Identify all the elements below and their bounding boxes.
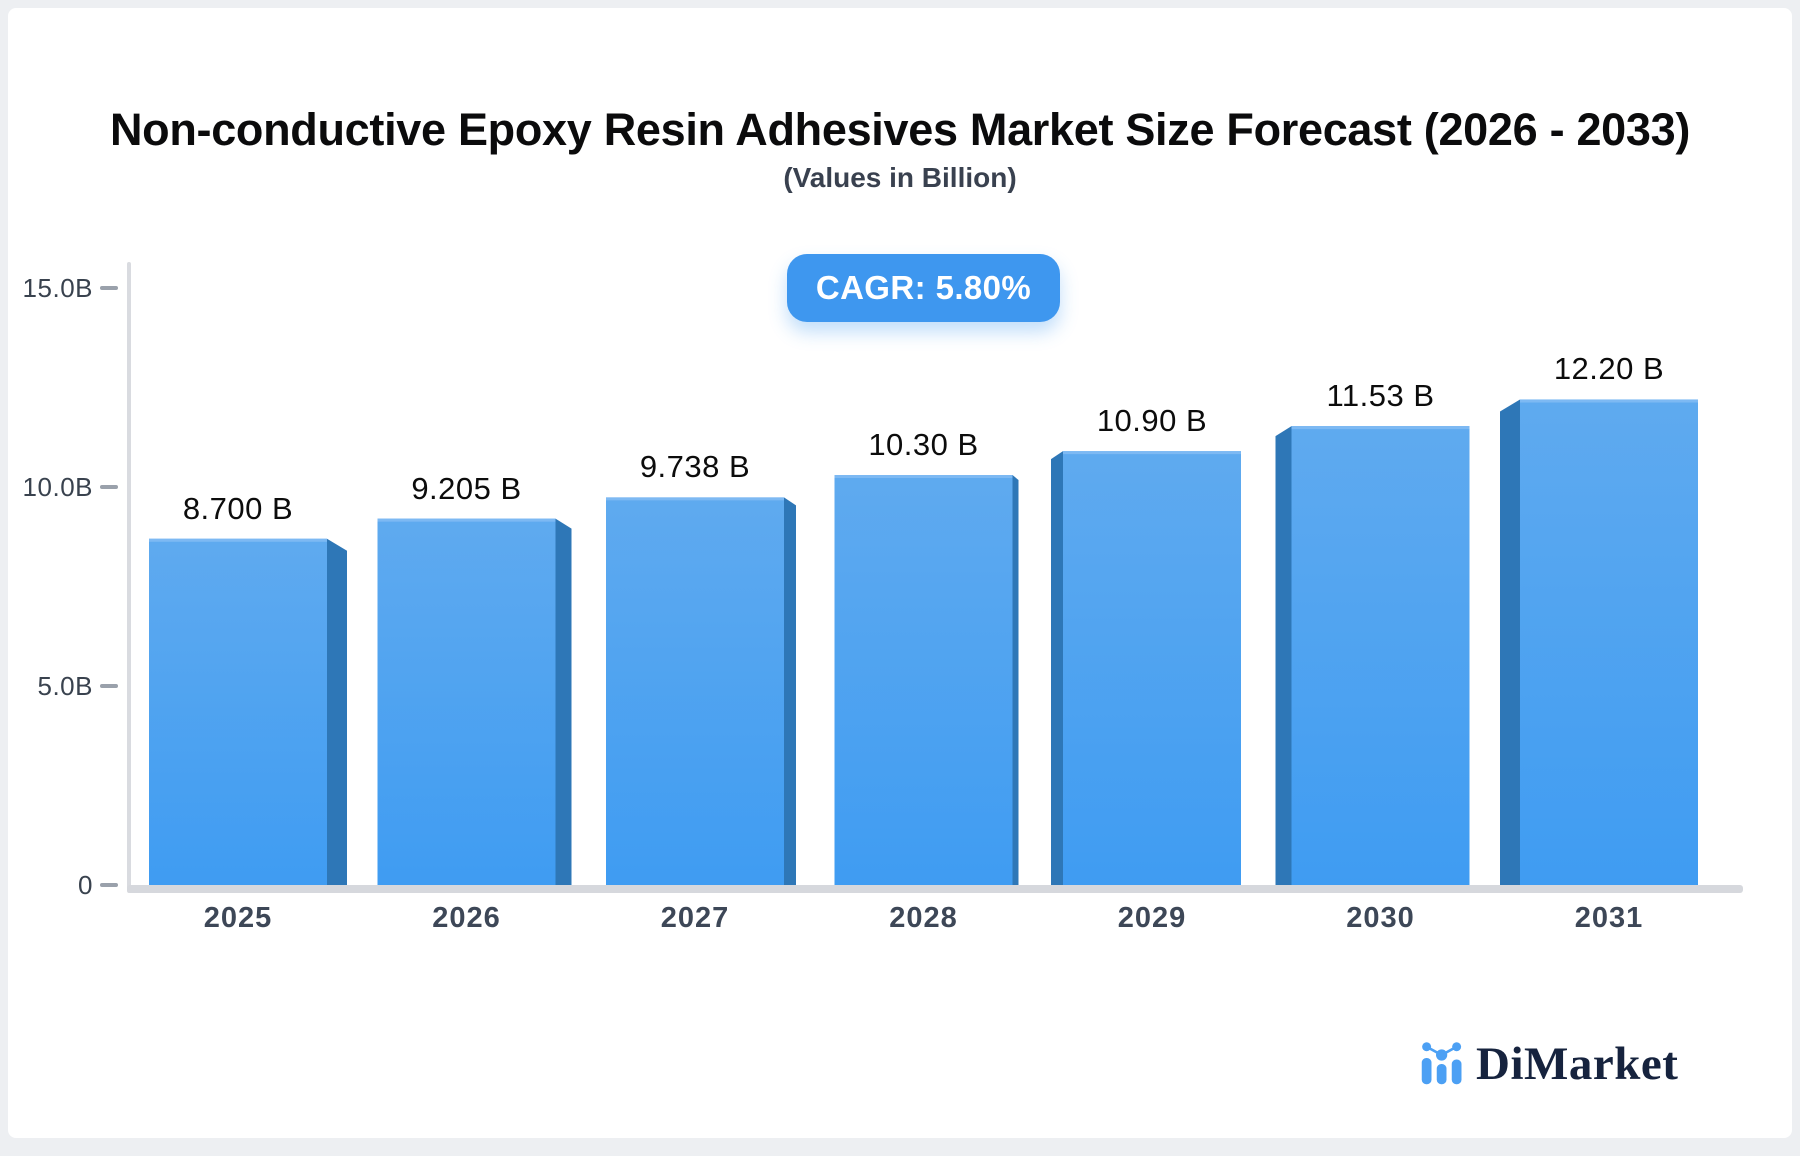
bar-value-label: 10.30 B	[868, 427, 979, 463]
dimarket-logo[interactable]: DiMarket	[1418, 1036, 1678, 1092]
y-axis-tick	[100, 286, 118, 290]
y-axis-line	[127, 262, 131, 893]
bar-front-face	[377, 518, 556, 885]
y-axis-tick	[100, 684, 118, 688]
bar-2028[interactable]	[834, 475, 1019, 885]
x-axis-label: 2026	[432, 902, 501, 934]
bar-value-label: 11.53 B	[1326, 378, 1435, 414]
x-axis-label: 2031	[1574, 902, 1644, 934]
bar-front-face	[1063, 451, 1241, 885]
bar-front-face	[834, 475, 1013, 885]
y-axis-label: 15.0B	[22, 273, 93, 303]
bar-2029[interactable]	[1051, 451, 1241, 885]
x-axis-label: 2030	[1346, 902, 1415, 934]
bar-side-face	[1012, 475, 1019, 885]
chart-title: Non-conductive Epoxy Resin Adhesives Mar…	[109, 104, 1691, 155]
bar-front-face	[1291, 426, 1470, 885]
bar-side-face	[1500, 399, 1520, 885]
x-axis-baseline	[127, 885, 1743, 893]
y-axis-label: 0	[78, 870, 93, 900]
y-axis-tick	[100, 485, 118, 489]
bar-2027[interactable]	[606, 497, 796, 885]
x-axis-label: 2029	[1117, 902, 1187, 934]
bar-side-face	[555, 518, 572, 885]
y-axis-tick	[100, 883, 118, 887]
chart-subtitle: (Values in Billion)	[783, 162, 1017, 193]
y-axis-label: 10.0B	[22, 472, 93, 502]
bar-2025[interactable]	[149, 538, 347, 885]
dimarket-logo-icon	[1421, 1042, 1462, 1085]
bar-value-label: 9.205 B	[411, 470, 522, 506]
bar-value-label: 9.738 B	[639, 449, 751, 485]
x-axis-label: 2028	[889, 902, 958, 934]
y-axis-label: 5.0B	[37, 671, 93, 701]
bar-value-label: 8.700 B	[182, 490, 294, 526]
bar-2026[interactable]	[377, 518, 572, 885]
bar-front-face	[149, 538, 327, 885]
x-axis-label: 2025	[203, 902, 273, 934]
bar-2030[interactable]	[1275, 426, 1470, 885]
bar-value-label: 12.20 B	[1553, 351, 1665, 387]
cagr-badge: CAGR: 5.80%	[787, 254, 1060, 322]
bar-side-face	[1051, 451, 1063, 885]
bar-side-face	[1275, 426, 1292, 885]
bar-side-face	[784, 497, 796, 885]
bar-2031[interactable]	[1500, 399, 1698, 885]
bar-front-face	[1520, 399, 1698, 885]
bar-front-face	[606, 497, 784, 885]
x-axis-label: 2027	[660, 902, 730, 934]
dimarket-logo-text: DiMarket	[1476, 1038, 1679, 1090]
bar-side-face	[327, 538, 347, 885]
bar-value-label: 10.90 B	[1096, 403, 1208, 439]
